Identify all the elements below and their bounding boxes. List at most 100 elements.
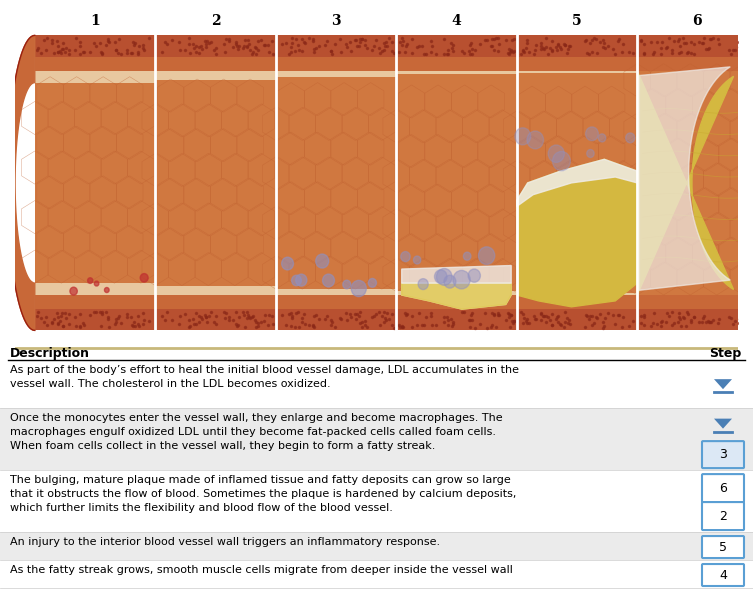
Bar — [517, 295, 637, 309]
Circle shape — [515, 128, 531, 145]
Polygon shape — [637, 71, 733, 295]
Bar — [35, 57, 155, 71]
Polygon shape — [401, 266, 511, 283]
Circle shape — [316, 254, 329, 268]
Polygon shape — [517, 159, 637, 307]
Bar — [276, 309, 396, 330]
Text: The bulging, mature plaque made of inflamed tissue and fatty deposits can grow s: The bulging, mature plaque made of infla… — [10, 475, 511, 485]
Circle shape — [478, 247, 495, 264]
Text: 3: 3 — [719, 448, 727, 461]
Text: that it obstructs the flow of blood. Sometimes the plaque is hardened by calcium: that it obstructs the flow of blood. Som… — [10, 489, 517, 499]
Bar — [155, 57, 276, 71]
Bar — [0, 470, 753, 532]
Circle shape — [444, 275, 456, 288]
Circle shape — [468, 269, 480, 282]
Bar — [637, 309, 753, 330]
Text: vessel wall. The cholesterol in the LDL becomes oxidized.: vessel wall. The cholesterol in the LDL … — [10, 379, 331, 389]
Polygon shape — [639, 67, 730, 290]
Bar — [155, 295, 276, 309]
Circle shape — [598, 134, 606, 142]
Circle shape — [434, 270, 447, 283]
Text: As part of the body’s effort to heal the initial blood vessel damage, LDL accumu: As part of the body’s effort to heal the… — [10, 365, 519, 375]
Circle shape — [343, 280, 351, 289]
FancyBboxPatch shape — [702, 474, 744, 502]
Text: 4: 4 — [719, 569, 727, 582]
Text: 1: 1 — [90, 14, 100, 28]
Text: 6: 6 — [693, 14, 703, 28]
Bar — [276, 35, 396, 57]
Circle shape — [437, 268, 452, 286]
Circle shape — [282, 257, 294, 270]
Text: Once the monocytes enter the vessel wall, they enlarge and become macrophages. T: Once the monocytes enter the vessel wall… — [10, 413, 502, 423]
Text: macrophages engulf oxidized LDL until they become fat-packed cells called foam c: macrophages engulf oxidized LDL until th… — [10, 427, 496, 437]
Text: Step: Step — [709, 347, 741, 360]
Bar — [396, 309, 517, 330]
Bar — [155, 71, 276, 80]
Bar — [396, 291, 517, 295]
Polygon shape — [8, 35, 35, 330]
Polygon shape — [752, 35, 753, 330]
Circle shape — [463, 252, 471, 260]
Text: 4: 4 — [452, 14, 462, 28]
Text: 6: 6 — [719, 481, 727, 494]
Bar — [276, 57, 396, 71]
Polygon shape — [752, 59, 753, 307]
Circle shape — [418, 278, 428, 290]
FancyBboxPatch shape — [702, 564, 744, 586]
Bar — [637, 295, 753, 309]
Bar — [276, 77, 396, 289]
Polygon shape — [517, 159, 637, 206]
Circle shape — [296, 274, 307, 286]
Bar — [155, 35, 276, 57]
Bar — [35, 295, 155, 309]
Circle shape — [626, 133, 635, 143]
Circle shape — [368, 278, 376, 287]
Bar — [155, 286, 276, 295]
Circle shape — [453, 270, 470, 289]
FancyBboxPatch shape — [702, 536, 744, 558]
Bar — [35, 71, 155, 83]
Bar — [276, 295, 396, 309]
Bar — [396, 71, 517, 74]
Bar — [396, 35, 517, 57]
Text: An injury to the interior blood vessel wall triggers an inflammatory response.: An injury to the interior blood vessel w… — [10, 537, 440, 547]
Bar — [35, 283, 155, 295]
FancyBboxPatch shape — [702, 502, 744, 530]
Circle shape — [413, 256, 421, 264]
Circle shape — [587, 149, 594, 158]
Bar — [35, 35, 155, 57]
Circle shape — [322, 274, 334, 287]
Circle shape — [548, 145, 564, 162]
Circle shape — [586, 127, 599, 140]
Circle shape — [94, 281, 99, 286]
Polygon shape — [401, 283, 511, 309]
Polygon shape — [714, 419, 732, 428]
Text: As the fatty streak grows, smooth muscle cells migrate from deeper inside the ve: As the fatty streak grows, smooth muscle… — [10, 565, 513, 575]
FancyBboxPatch shape — [702, 441, 744, 468]
Polygon shape — [714, 379, 732, 389]
Bar — [35, 309, 155, 330]
Bar — [155, 309, 276, 330]
Text: 5: 5 — [719, 540, 727, 553]
Circle shape — [291, 275, 301, 286]
Bar — [0, 532, 753, 560]
Bar — [0, 408, 753, 470]
Bar — [517, 57, 637, 71]
Bar — [517, 309, 637, 330]
Circle shape — [351, 280, 366, 297]
Bar — [637, 57, 753, 71]
Text: When foam cells collect in the vessel wall, they begin to form a fatty streak.: When foam cells collect in the vessel wa… — [10, 441, 435, 451]
Circle shape — [87, 278, 93, 283]
Bar — [155, 80, 276, 286]
Circle shape — [105, 287, 109, 293]
Circle shape — [70, 287, 78, 295]
Bar — [517, 293, 637, 295]
Bar — [637, 35, 753, 57]
Circle shape — [527, 131, 544, 149]
Text: 2: 2 — [211, 14, 221, 28]
Bar — [396, 57, 517, 71]
Circle shape — [140, 274, 148, 282]
Text: 2: 2 — [719, 510, 727, 523]
Bar — [396, 295, 517, 309]
Bar — [276, 71, 396, 77]
